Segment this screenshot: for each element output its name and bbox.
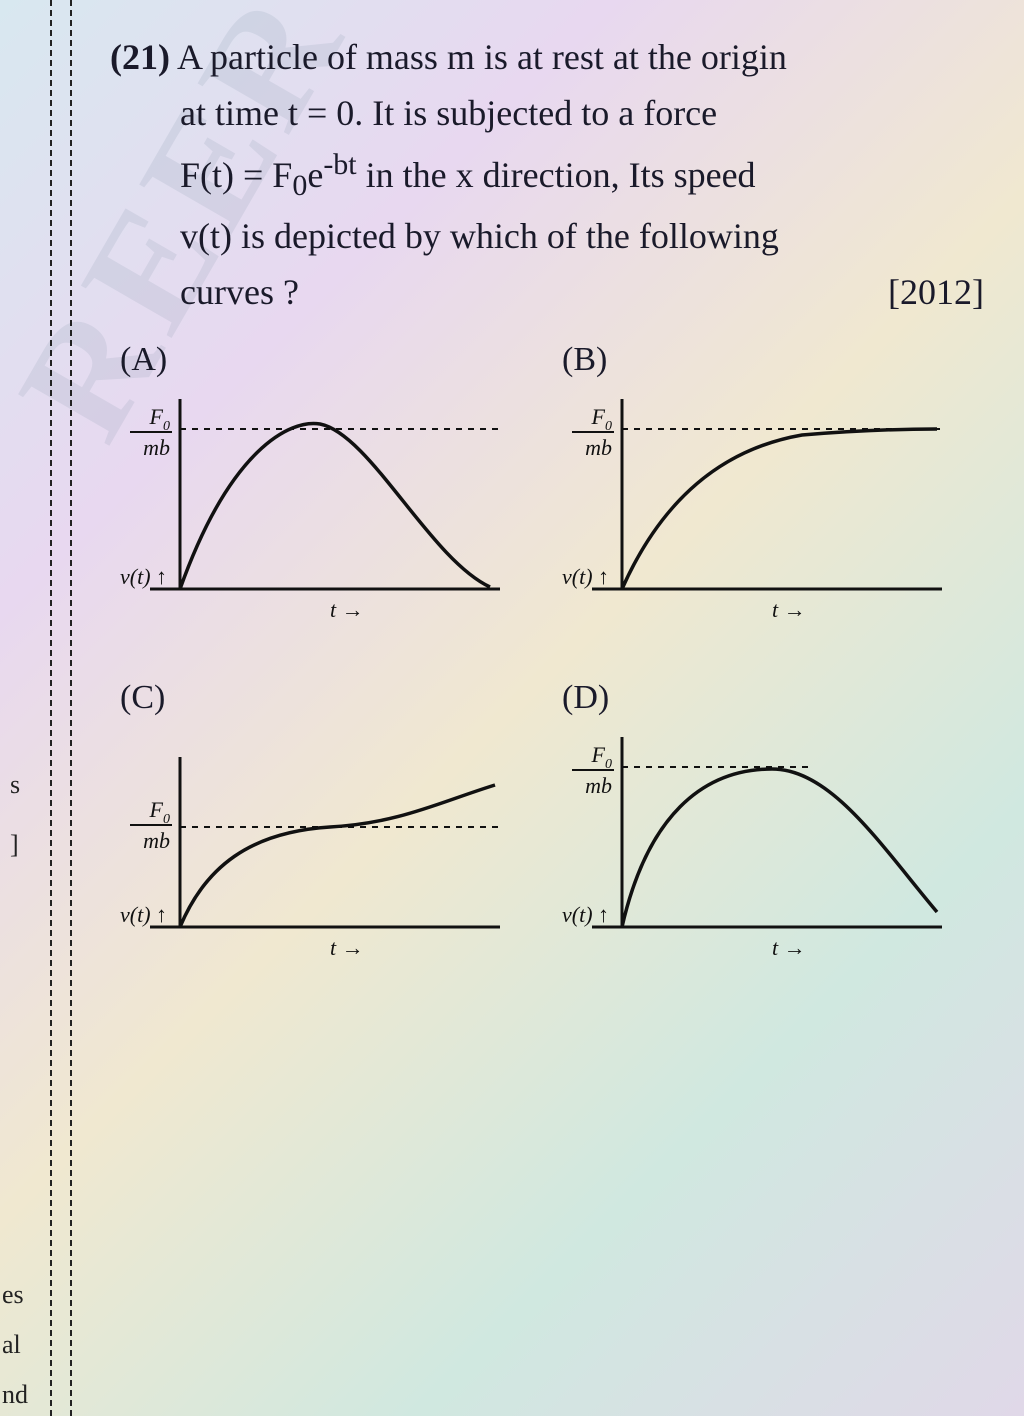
q-l3-mid: e [307, 155, 323, 195]
option-c[interactable]: (C) F0 mb v(t) ↑ t → [110, 669, 542, 987]
q-l3-sub: 0 [292, 169, 307, 202]
option-a-label: (A) [120, 341, 542, 379]
q-line5: curves ? [110, 272, 299, 312]
ylabel-den: mb [585, 435, 612, 460]
t-label: t → [772, 597, 806, 622]
curve-d [622, 769, 937, 927]
page-content: (21) A particle of mass m is at rest at … [0, 0, 1024, 987]
chart-a: F0 mb v(t) ↑ t → [110, 389, 530, 649]
v-label: v(t) ↑ [562, 902, 609, 927]
chart-d: F0 mb v(t) ↑ t → [552, 727, 972, 987]
ylabel-num: F0 [591, 742, 612, 772]
ylabel-den: mb [585, 773, 612, 798]
q-line4: v(t) is depicted by which of the followi… [110, 216, 779, 256]
curve-a [180, 423, 490, 589]
curve-b [622, 429, 937, 589]
q-l3-post: in the x direction, Its speed [357, 155, 756, 195]
option-b[interactable]: (B) F0 mb v(t) ↑ t → [552, 331, 984, 649]
q-year: [2012] [888, 265, 984, 321]
q-line3: F(t) = F0e-bt in the x direction, Its sp… [110, 155, 756, 195]
q-line1: A particle of mass m is at rest at the o… [177, 37, 787, 77]
margin-al: al [2, 1330, 21, 1360]
v-label: v(t) ↑ [562, 564, 609, 589]
q-l3-pre: F(t) = F [180, 155, 292, 195]
t-label: t → [772, 935, 806, 960]
option-c-label: (C) [120, 679, 542, 717]
q-line2: at time t = 0. It is subjected to a forc… [110, 93, 717, 133]
option-d[interactable]: (D) F0 mb v(t) ↑ t → [552, 669, 984, 987]
curve-c [180, 785, 495, 927]
question-text: (21) A particle of mass m is at rest at … [110, 30, 984, 321]
t-label: t → [330, 935, 364, 960]
margin-es: es [2, 1280, 24, 1310]
ylabel-num: F0 [149, 404, 170, 434]
margin-nd: nd [2, 1380, 28, 1410]
ylabel-den: mb [143, 828, 170, 853]
chart-b: F0 mb v(t) ↑ t → [552, 389, 972, 649]
chart-c: F0 mb v(t) ↑ t → [110, 727, 530, 987]
ylabel-num: F0 [591, 404, 612, 434]
option-b-label: (B) [562, 341, 984, 379]
ylabel-num: F0 [149, 797, 170, 827]
options-grid: (A) F0 mb v(t) ↑ t → (B) [110, 331, 984, 987]
t-label: t → [330, 597, 364, 622]
option-a[interactable]: (A) F0 mb v(t) ↑ t → [110, 331, 542, 649]
v-label: v(t) ↑ [120, 902, 167, 927]
question-number: (21) [110, 37, 170, 77]
q-l3-exp: -bt [323, 148, 356, 181]
option-d-label: (D) [562, 679, 984, 717]
ylabel-den: mb [143, 435, 170, 460]
v-label: v(t) ↑ [120, 564, 167, 589]
